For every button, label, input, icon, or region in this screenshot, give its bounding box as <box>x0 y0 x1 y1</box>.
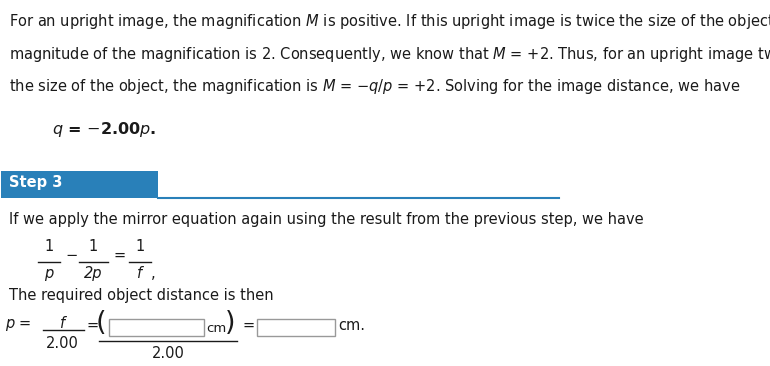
Text: =: = <box>113 248 126 263</box>
FancyBboxPatch shape <box>256 319 335 336</box>
Text: =: = <box>86 318 99 333</box>
Text: If we apply the mirror equation again using the result from the previous step, w: If we apply the mirror equation again us… <box>8 212 643 227</box>
Text: 2.00: 2.00 <box>46 336 79 351</box>
Text: 1: 1 <box>89 239 98 254</box>
Text: 1: 1 <box>135 239 144 254</box>
Text: $p$ =: $p$ = <box>5 317 32 333</box>
Text: 2.00: 2.00 <box>152 346 185 361</box>
Text: cm.: cm. <box>339 318 366 333</box>
Text: The required object distance is then: The required object distance is then <box>8 288 273 303</box>
FancyBboxPatch shape <box>109 319 204 336</box>
Text: ): ) <box>225 310 236 336</box>
Text: Step 3: Step 3 <box>8 175 62 190</box>
Text: (: ( <box>95 310 106 336</box>
Text: ,: , <box>151 266 156 281</box>
Text: f: f <box>60 316 65 331</box>
Text: $q$ = $-$2.00$p$.: $q$ = $-$2.00$p$. <box>52 120 156 139</box>
Text: =: = <box>243 318 254 333</box>
Text: the size of the object, the magnification is $M$ = $-q/p$ = +2. Solving for the : the size of the object, the magnificatio… <box>8 77 740 96</box>
Text: f: f <box>137 266 142 281</box>
Text: 2p: 2p <box>84 266 102 281</box>
Text: cm: cm <box>206 322 227 335</box>
Text: −: − <box>65 248 77 263</box>
Text: p: p <box>44 266 53 281</box>
Text: For an upright image, the magnification $M$ is positive. If this upright image i: For an upright image, the magnification … <box>8 12 770 31</box>
Text: magnitude of the magnification is 2. Consequently, we know that $M$ = +2. Thus, : magnitude of the magnification is 2. Con… <box>8 45 770 64</box>
FancyBboxPatch shape <box>2 171 158 198</box>
Text: 1: 1 <box>44 239 53 254</box>
